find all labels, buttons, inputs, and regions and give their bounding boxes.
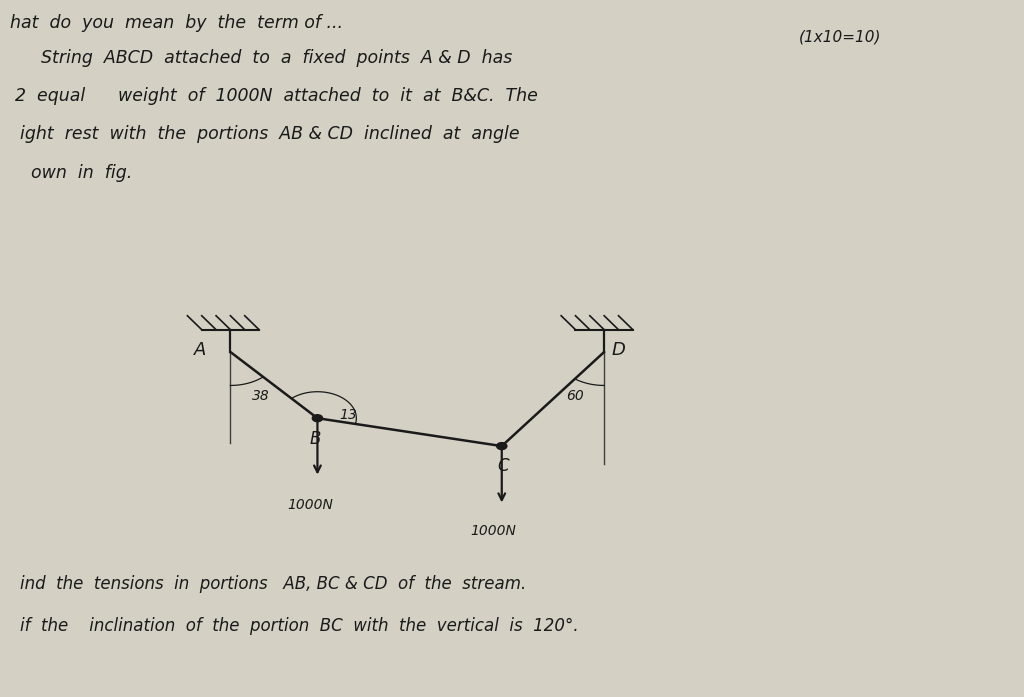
Text: 60: 60 [566,389,585,403]
Text: (1x10=10): (1x10=10) [799,29,882,45]
Circle shape [312,415,323,422]
Text: 1000N: 1000N [471,524,516,538]
Text: weight  of  1000N  attached  to  it  at  B&C.  The: weight of 1000N attached to it at B&C. T… [118,87,538,105]
Text: hat  do  you  mean  by  the  term of ...: hat do you mean by the term of ... [10,14,343,32]
Text: D: D [611,341,626,359]
Text: A: A [194,341,206,359]
Text: ind  the  tensions  in  portions   AB, BC & CD  of  the  stream.: ind the tensions in portions AB, BC & CD… [20,575,526,593]
Text: 2  equal: 2 equal [15,87,86,105]
Text: String  ABCD  attached  to  a  fixed  points  A & D  has: String ABCD attached to a fixed points A… [41,49,512,67]
Text: B: B [309,430,322,448]
Text: ight  rest  with  the  portions  AB & CD  inclined  at  angle: ight rest with the portions AB & CD incl… [20,125,520,144]
Text: C: C [497,457,509,475]
Circle shape [497,443,507,450]
Text: 13: 13 [339,408,357,422]
Text: 1000N: 1000N [288,498,333,512]
Text: 38: 38 [252,389,270,403]
Text: if  the    inclination  of  the  portion  BC  with  the  vertical  is  120°.: if the inclination of the portion BC wit… [20,617,580,635]
Text: own  in  fig.: own in fig. [31,164,132,182]
